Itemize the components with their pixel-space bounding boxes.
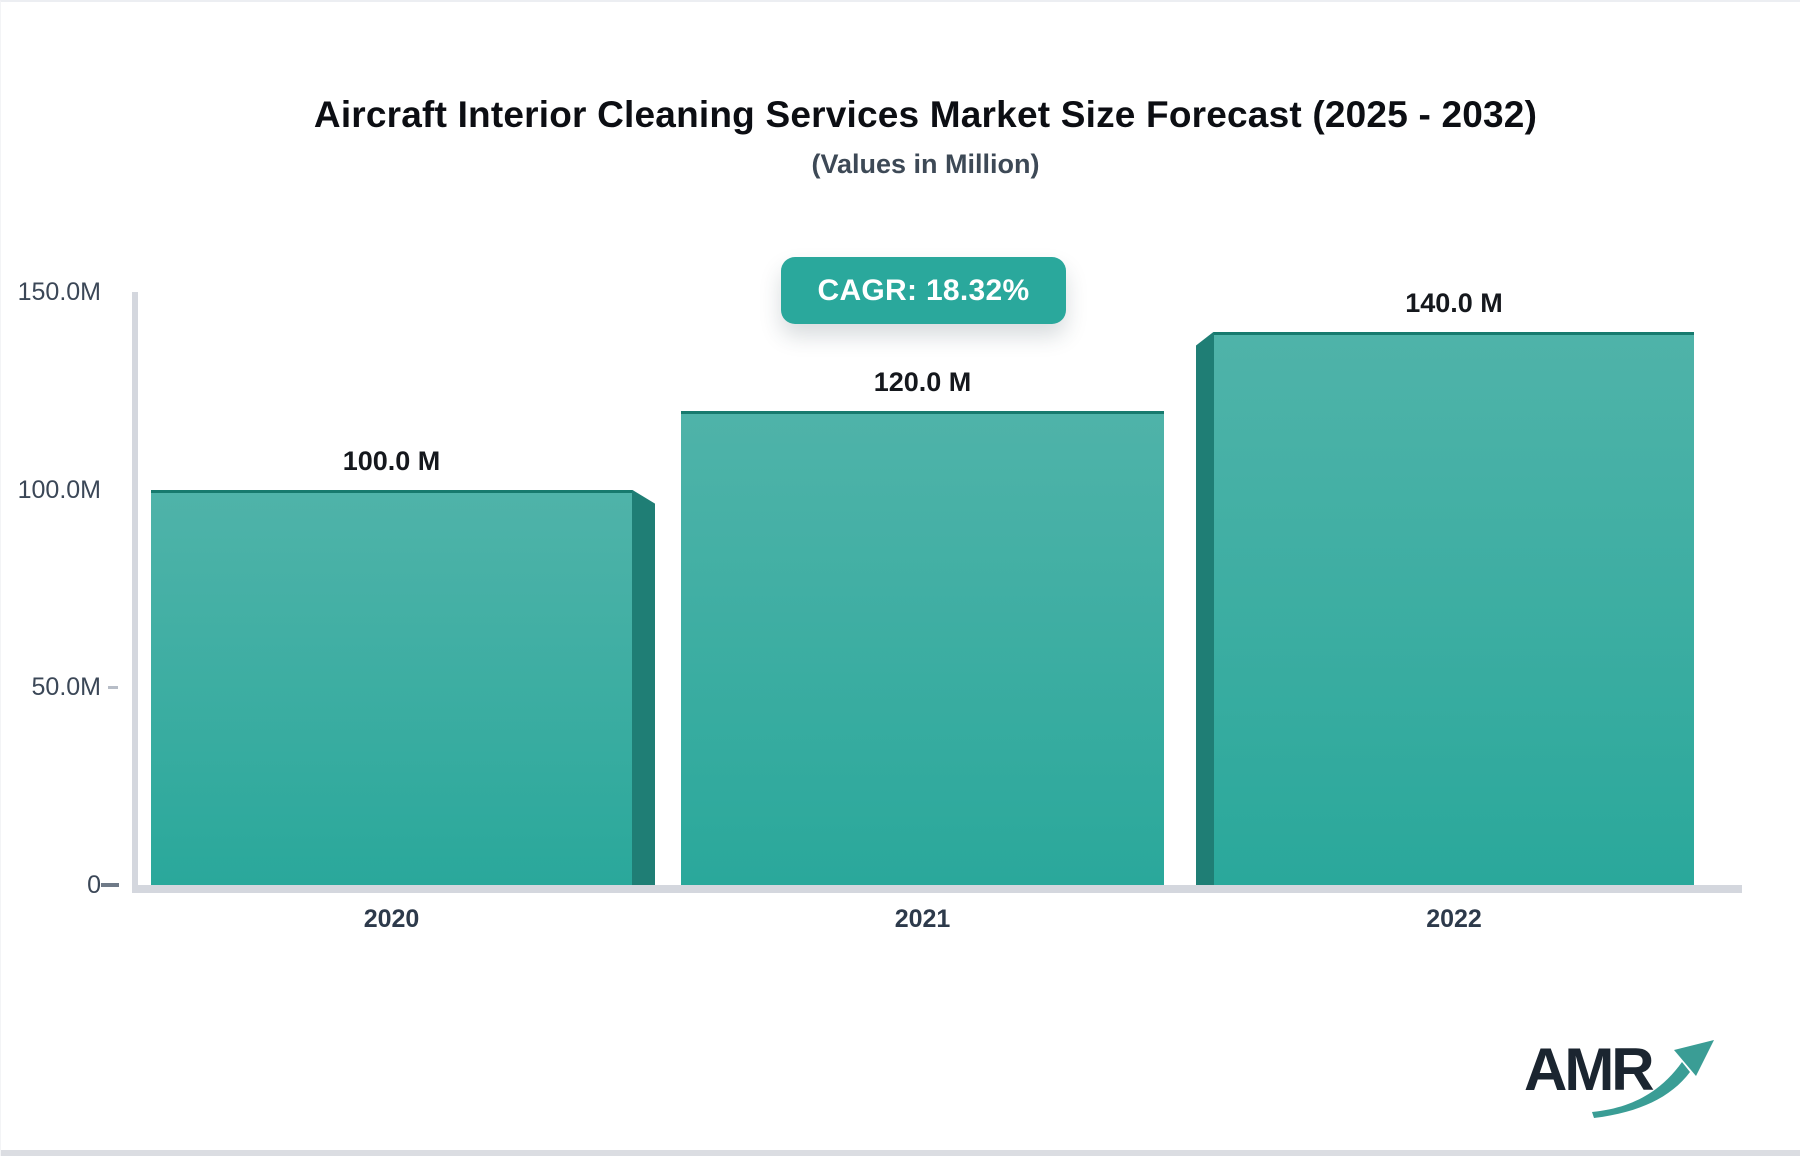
growth-arrow-icon (1592, 1040, 1714, 1118)
cagr-badge: CAGR: 18.32% (781, 257, 1066, 324)
x-tick-label: 2022 (1426, 905, 1482, 933)
page-bottom-border (1, 1150, 1800, 1156)
x-tick-label: 2021 (894, 905, 951, 933)
y-tick-label: 100.0M (17, 475, 101, 504)
y-tick-label: 150.0M (17, 278, 101, 306)
chart-subtitle: (Values in Million) (811, 149, 1040, 179)
amr-logo-graphic: AMR (1524, 1036, 1714, 1118)
x-axis-line (132, 885, 1742, 893)
bar-2020-side-face (632, 489, 655, 885)
bar-2022-side-face (1196, 331, 1214, 885)
bar-value-label: 120.0 M (873, 366, 972, 397)
chart-title: Aircraft Interior Cleaning Services Mark… (313, 94, 1538, 135)
y-tick-label: 50.0M (31, 673, 101, 702)
bar-value-label: 140.0 M (1405, 287, 1503, 318)
bar-2021 (681, 410, 1164, 885)
y-tick-mark (101, 883, 119, 887)
y-tick-mark (108, 686, 118, 690)
amr-logo: AMR (1506, 1030, 1766, 1130)
bar-2020 (151, 489, 632, 885)
logo-text: AMR (1524, 1036, 1654, 1103)
y-tick-label: 0 (87, 871, 101, 899)
y-axis-line (132, 292, 138, 893)
chart-header: Aircraft Interior Cleaning Services Mark… (61, 94, 1790, 180)
x-tick-label: 2020 (363, 905, 420, 933)
bar-value-label: 100.0 M (342, 445, 441, 476)
bar-2022 (1214, 331, 1694, 885)
